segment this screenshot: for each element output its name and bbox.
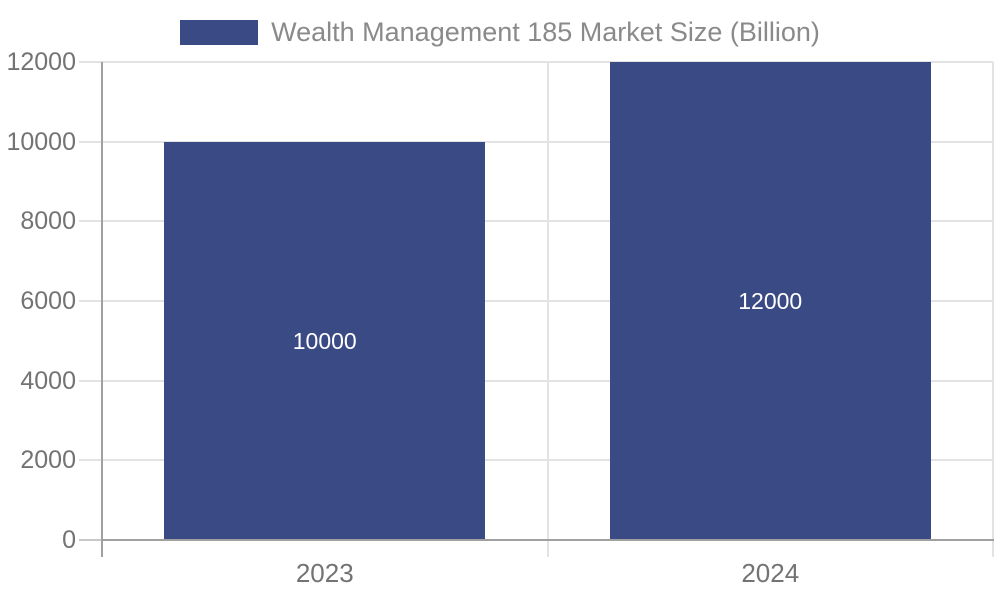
y-axis-tick-label: 12000 — [6, 48, 76, 76]
bar-2024[interactable]: 12000 — [609, 62, 931, 540]
x-axis-tick-label: 2023 — [295, 558, 354, 588]
y-gridline — [79, 140, 993, 143]
x-gridline — [992, 62, 994, 557]
y-gridline — [79, 379, 993, 382]
legend-label: Wealth Management 185 Market Size (Billi… — [271, 17, 820, 47]
x-axis-line — [101, 539, 994, 541]
y-axis-tick-label: 8000 — [20, 207, 76, 236]
x-axis-tick-label: 2024 — [741, 558, 800, 588]
y-gridline — [79, 61, 993, 63]
y-axis-tick-label: 10000 — [6, 127, 76, 156]
x-gridline — [546, 62, 549, 557]
legend-swatch — [180, 20, 259, 45]
bar-value-label: 12000 — [738, 288, 803, 314]
y-axis-tick-label: 4000 — [20, 366, 76, 395]
bar-value-label: 10000 — [292, 327, 357, 354]
bar-2023[interactable]: 10000 — [164, 141, 486, 540]
y-gridline — [79, 300, 993, 302]
y-axis-tick-label: 2000 — [20, 446, 76, 475]
y-gridline — [79, 459, 993, 462]
legend[interactable]: Wealth Management 185 Market Size (Billi… — [0, 17, 1000, 48]
y-axis-tick-label: 6000 — [20, 287, 76, 315]
y-axis-line — [101, 62, 103, 557]
y-gridline — [79, 220, 993, 223]
y-axis-tick-label: 0 — [62, 526, 76, 554]
